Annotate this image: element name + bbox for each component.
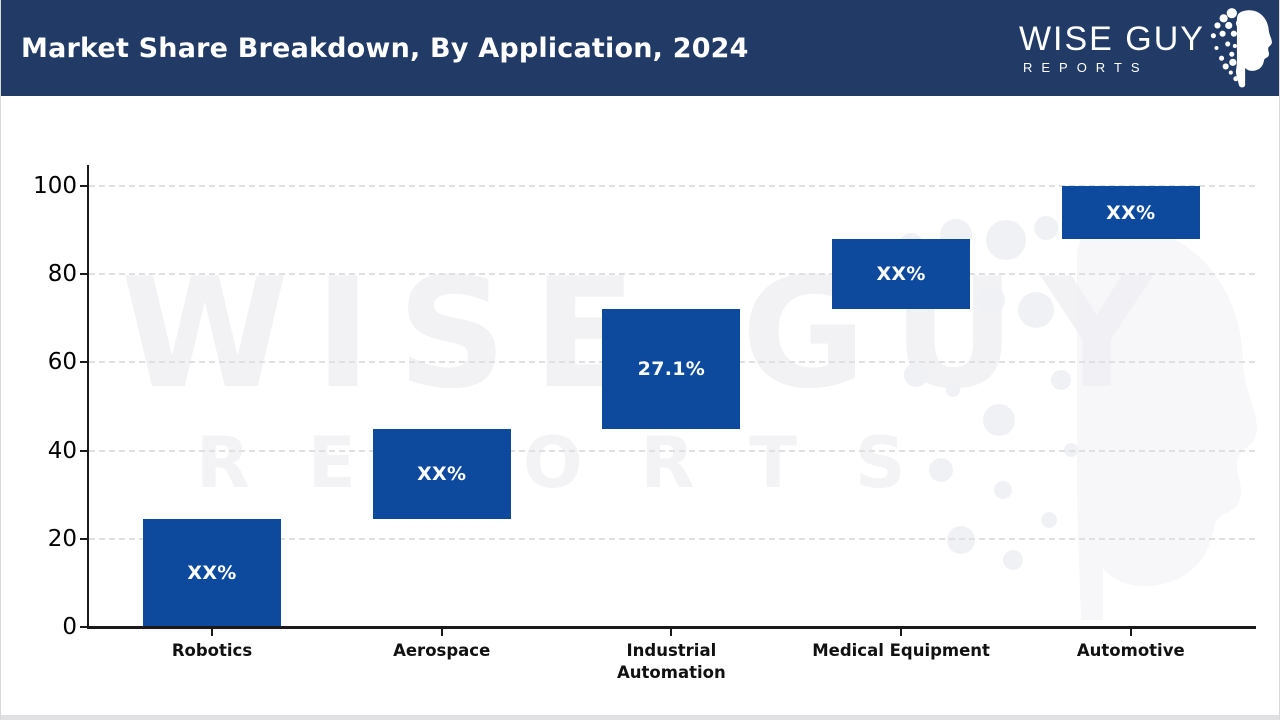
y-axis-line (87, 165, 89, 629)
y-tick-label-20: 20 (47, 525, 77, 552)
wiseguy-logo: WISE GUY REPORTS (1019, 5, 1279, 91)
y-tick-mark-40 (80, 449, 89, 452)
gridline-100 (89, 185, 1255, 187)
x-tick-mark-medical-equipment (900, 627, 903, 636)
x-tick-label-robotics: Robotics (171, 641, 253, 660)
bar-label-medical-equipment: XX% (876, 263, 926, 286)
y-tick-label-100: 100 (33, 173, 77, 199)
x-tick-label-automotive: Automotive (1076, 641, 1185, 660)
bar-robotics: XX% (143, 518, 281, 627)
logo-face-icon (1210, 8, 1272, 88)
bar-label-automotive: XX% (1106, 201, 1156, 224)
logo-wordmark: WISE GUY (1018, 19, 1205, 58)
chart-title: Market Share Breakdown, By Application, … (21, 32, 749, 64)
y-tick-label-0: 0 (62, 614, 77, 640)
x-tick-mark-industrial-automation (670, 627, 673, 636)
x-axis-line (87, 626, 1256, 629)
watermark-head-dots-icon (899, 216, 1257, 620)
bottom-border-strip (1, 715, 1279, 720)
y-tick-label-80: 80 (47, 261, 77, 288)
y-tick-mark-0 (80, 626, 89, 628)
y-tick-mark-20 (80, 537, 89, 540)
x-tick-mark-automotive (1129, 627, 1132, 636)
y-tick-label-60: 60 (47, 349, 77, 376)
bar-aerospace: XX% (372, 428, 511, 519)
header: Market Share Breakdown, By Application, … (1, 0, 1279, 96)
x-tick-label-aerospace: Aerospace (393, 641, 491, 660)
gridline-40 (89, 449, 1255, 452)
y-tick-label-40: 40 (47, 437, 77, 464)
y-tick-mark-60 (80, 361, 89, 364)
watermark-subtext: REPORTS (196, 422, 964, 504)
bar-industrial-automation: 27.1% (602, 309, 741, 429)
logo-subtext: REPORTS (1022, 59, 1149, 75)
x-tick-mark-robotics (211, 627, 213, 636)
bar-label-aerospace: XX% (417, 462, 467, 485)
y-tick-mark-100 (80, 185, 89, 187)
logo-text: WISE GUY REPORTS (1019, 22, 1205, 75)
gridline-80 (89, 273, 1255, 276)
gridline-20 (89, 537, 1255, 540)
bar-label-robotics: XX% (187, 561, 237, 584)
x-tick-mark-aerospace (440, 627, 443, 636)
x-tick-label-medical-equipment: Medical Equipment (812, 641, 990, 660)
bar-medical-equipment: XX% (832, 239, 971, 310)
bar-automotive: XX% (1061, 186, 1200, 240)
x-tick-label-industrial-automation: Industrial Automation (617, 641, 726, 682)
y-tick-mark-80 (80, 273, 89, 276)
bar-label-industrial-automation: 27.1% (637, 358, 706, 381)
